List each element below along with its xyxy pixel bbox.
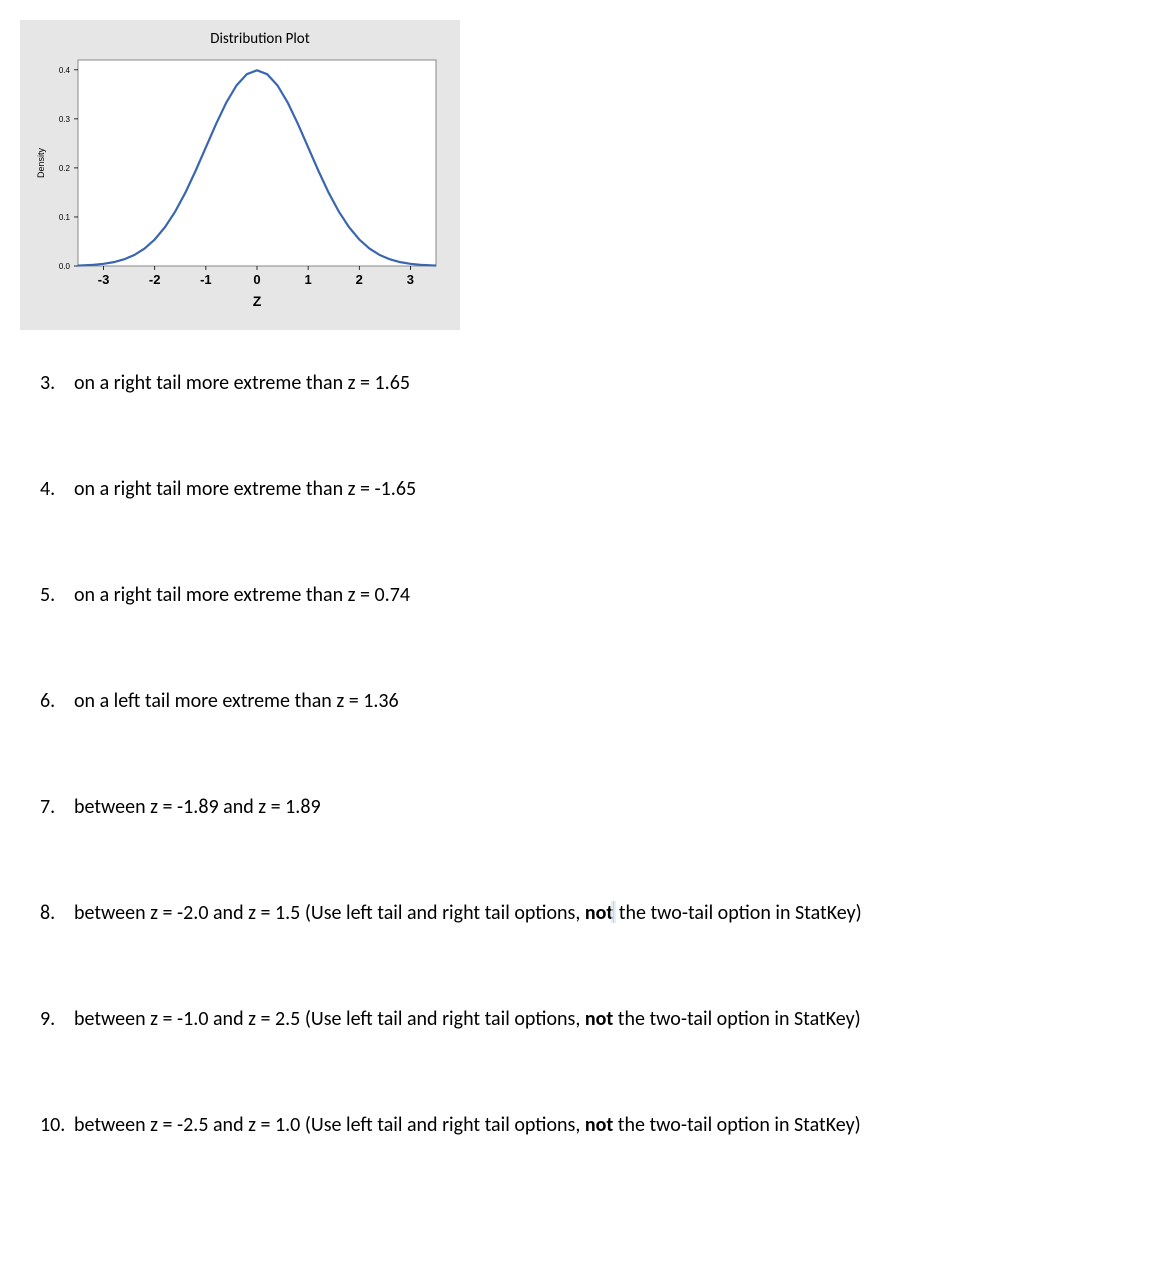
- svg-text:-3: -3: [98, 272, 110, 287]
- question-item: 6.on a left tail more extreme than z = 1…: [40, 688, 1135, 714]
- question-number: 3.: [40, 370, 74, 396]
- question-item: 5.on a right tail more extreme than z = …: [40, 582, 1135, 608]
- svg-text:0: 0: [253, 272, 260, 287]
- svg-text:0.3: 0.3: [59, 115, 71, 124]
- question-list: 3.on a right tail more extreme than z = …: [40, 370, 1135, 1138]
- question-number: 5.: [40, 582, 74, 608]
- question-number: 7.: [40, 794, 74, 820]
- svg-text:1: 1: [305, 272, 312, 287]
- question-text: between z = -2.0 and z = 1.5 (Use left t…: [74, 900, 1135, 926]
- question-number: 9.: [40, 1006, 74, 1032]
- question-item: 10.between z = -2.5 and z = 1.0 (Use lef…: [40, 1112, 1135, 1138]
- svg-text:-2: -2: [149, 272, 161, 287]
- svg-text:-1: -1: [200, 272, 212, 287]
- svg-text:0.0: 0.0: [59, 262, 71, 271]
- question-number: 10.: [40, 1112, 74, 1138]
- question-text: between z = -2.5 and z = 1.0 (Use left t…: [74, 1112, 1135, 1138]
- svg-text:2: 2: [356, 272, 363, 287]
- question-item: 3.on a right tail more extreme than z = …: [40, 370, 1135, 396]
- question-text: on a right tail more extreme than z = -1…: [74, 476, 1135, 502]
- question-text: between z = -1.89 and z = 1.89: [74, 794, 1135, 820]
- chart-title: Distribution Plot: [70, 30, 450, 48]
- svg-text:3: 3: [407, 272, 414, 287]
- question-number: 4.: [40, 476, 74, 502]
- svg-text:0.1: 0.1: [59, 213, 71, 222]
- svg-text:0.4: 0.4: [59, 66, 71, 75]
- svg-text:0.2: 0.2: [59, 164, 71, 173]
- distribution-plot-chart: 0.0 0.1 0.2 0.3 0.4 -3 -2 -1 0 1 2 3 Z Density: [30, 52, 450, 312]
- question-number: 8.: [40, 900, 74, 926]
- question-text: between z = -1.0 and z = 2.5 (Use left t…: [74, 1006, 1135, 1032]
- svg-text:Density: Density: [36, 147, 46, 178]
- question-item: 7.between z = -1.89 and z = 1.89: [40, 794, 1135, 820]
- question-text: on a right tail more extreme than z = 0.…: [74, 582, 1135, 608]
- question-number: 6.: [40, 688, 74, 714]
- question-item: 9.between z = -1.0 and z = 2.5 (Use left…: [40, 1006, 1135, 1032]
- question-text: on a right tail more extreme than z = 1.…: [74, 370, 1135, 396]
- question-text: on a left tail more extreme than z = 1.3…: [74, 688, 1135, 714]
- distribution-plot-container: Distribution Plot 0.00.10.20.30.4-3-2-10…: [20, 20, 460, 330]
- question-item: 4.on a right tail more extreme than z = …: [40, 476, 1135, 502]
- question-item: 8.between z = -2.0 and z = 1.5 (Use left…: [40, 900, 1135, 926]
- svg-text:Z: Z: [253, 293, 262, 309]
- text-cursor: [613, 901, 614, 923]
